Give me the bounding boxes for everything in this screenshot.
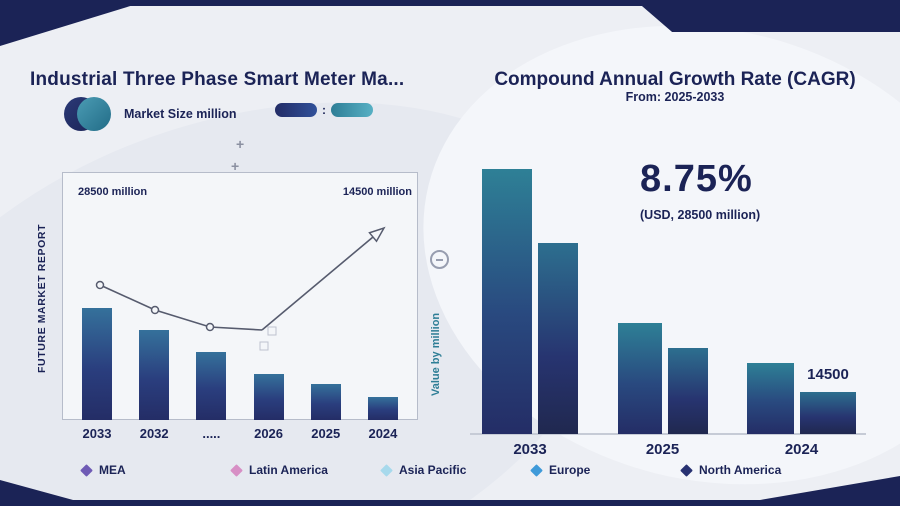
market-size-bar-.....	[196, 352, 227, 420]
right-x-label: 2024	[784, 441, 819, 458]
cagr-bar-2025-1	[617, 323, 662, 434]
cagr-bars-2033	[482, 160, 578, 434]
cagr-bar-groups: 2033 2025 2024	[470, 160, 866, 458]
left-x-label: 2024	[368, 426, 398, 441]
cagr-bar-2024-1	[747, 363, 794, 434]
market-size-label: Market Size million	[124, 107, 237, 121]
cagr-detail: (USD, 28500 million)	[640, 208, 761, 222]
plus-decoration-icon: +	[236, 136, 245, 152]
market-size-legend: Market Size million	[64, 94, 237, 134]
left-chart-column	[252, 374, 286, 420]
pill-decoration: :	[275, 103, 373, 117]
legend-item-europe: Europe	[530, 463, 682, 477]
left-chart-column	[80, 308, 114, 420]
cagr-group-2025: 2025	[617, 160, 708, 458]
cagr-group-2024: 2024	[747, 160, 856, 458]
corner-decoration-top-left	[0, 0, 150, 46]
chart-min-value-label: 14500 million	[342, 186, 412, 198]
corner-decoration-top-right	[635, 0, 900, 32]
right-x-label: 2033	[513, 441, 547, 458]
legend-label: Latin America	[249, 463, 328, 477]
right-y-axis-label: Value by million	[430, 312, 442, 397]
top-border-strip	[0, 0, 900, 6]
market-size-bars	[80, 220, 400, 420]
left-chart-title: Industrial Three Phase Smart Meter Ma...	[30, 68, 405, 90]
cagr-bar-2033-1	[482, 169, 532, 434]
circle-dash-icon	[430, 250, 449, 269]
left-x-axis-labels: 2033 2032..... 2026 2025 2024	[80, 426, 400, 441]
right-chart-title: Compound Annual Growth Rate (CAGR)	[494, 68, 856, 90]
legend-diamond-icon	[380, 463, 393, 477]
legend-item-latin-america: Latin America	[230, 463, 382, 477]
left-x-label: 2026	[254, 426, 284, 441]
cagr-bar-2025-2	[667, 348, 708, 434]
left-chart-column	[309, 384, 343, 420]
legend-item-asia-pacific: Asia Pacific	[380, 463, 532, 477]
legend-label: MEA	[99, 463, 126, 477]
legend-label: North America	[699, 463, 782, 477]
left-x-label: 2032	[139, 426, 169, 441]
left-chart-column	[194, 352, 228, 420]
market-size-bar-2026	[253, 374, 284, 420]
right-chart-subtitle: From: 2025-2033	[625, 90, 725, 104]
plus-decoration-icon: +	[231, 158, 240, 174]
cagr-bar-2024-2	[800, 392, 856, 434]
cagr-bars-2025	[617, 160, 708, 434]
pie-chart-icon	[64, 97, 112, 131]
end-value-label: 14500	[807, 366, 849, 383]
market-size-bar-2032	[139, 330, 170, 420]
market-size-bar-2033	[82, 308, 112, 420]
market-size-bar-2024	[367, 397, 398, 420]
left-x-label: .....	[202, 426, 221, 441]
legend-diamond-icon	[680, 463, 693, 477]
legend-item-north-america: North America	[680, 463, 782, 477]
left-chart-column	[137, 330, 171, 420]
right-x-label: 2025	[645, 441, 680, 458]
region-legend: MEA Latin America Asia Pacific Europe North …	[80, 463, 782, 477]
left-chart-column	[366, 397, 400, 420]
right-chart-axis-line	[470, 433, 866, 435]
bottom-border-strip	[0, 500, 900, 506]
legend-diamond-icon	[230, 463, 243, 477]
legend-diamond-icon	[530, 463, 543, 477]
left-x-label: 2025	[311, 426, 341, 441]
pill-navy	[275, 103, 317, 117]
legend-diamond-icon	[80, 463, 93, 477]
cagr-bar-2033-2	[538, 243, 578, 434]
market-size-bar-2025	[310, 384, 341, 420]
legend-label: Asia Pacific	[399, 463, 467, 477]
left-y-axis-label: FUTURE MARKET REPORT	[36, 223, 48, 374]
chart-max-value-label: 28500 million	[78, 186, 148, 198]
pill-teal	[331, 103, 373, 117]
cagr-value: 8.75%	[640, 158, 753, 200]
cagr-group-2033: 2033	[482, 160, 578, 458]
left-x-label: 2033	[82, 426, 112, 441]
legend-item-mea: MEA	[80, 463, 232, 477]
pie-right-slice	[77, 97, 111, 131]
cagr-bars-2024	[747, 160, 856, 434]
legend-label: Europe	[549, 463, 591, 477]
pill-colon: :	[322, 103, 326, 117]
